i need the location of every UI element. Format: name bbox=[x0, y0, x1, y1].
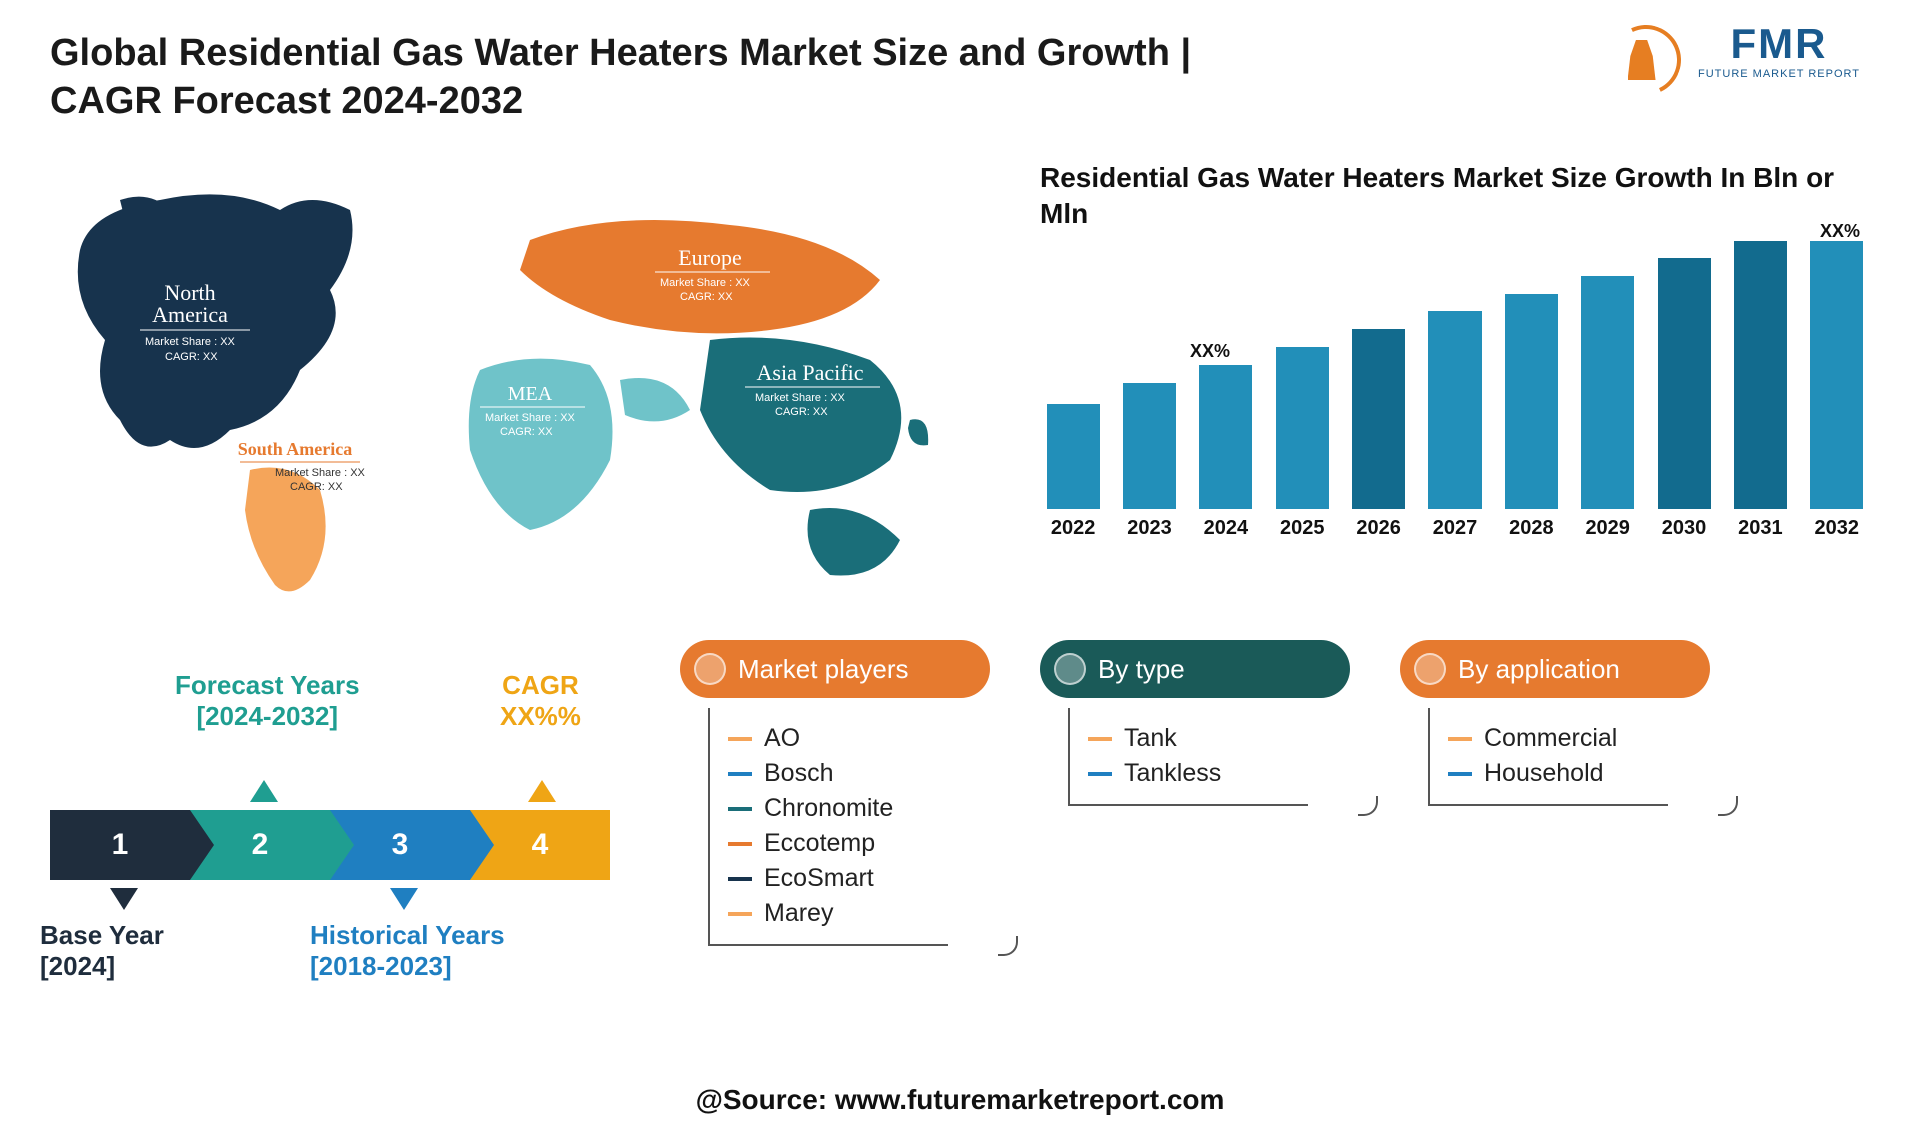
svg-text:Asia Pacific: Asia Pacific bbox=[757, 360, 864, 385]
cat-by-type: By type Tank Tankless bbox=[1040, 640, 1350, 806]
svg-text:Market Share : XX: Market Share : XX bbox=[755, 392, 846, 404]
historical-label: Historical Years[2018-2023] bbox=[310, 920, 505, 982]
svg-text:CAGR: XX: CAGR: XX bbox=[500, 426, 553, 438]
map-mea bbox=[469, 359, 690, 530]
cat-by-application: By application Commercial Household bbox=[1400, 640, 1710, 806]
timeline-step-1: 1 bbox=[50, 810, 190, 880]
bar-2025: 2025 bbox=[1269, 241, 1335, 540]
source-line: @Source: www.futuremarketreport.com bbox=[0, 1084, 1920, 1116]
pointer-down-base bbox=[110, 888, 138, 910]
pointer-down-hist bbox=[390, 888, 418, 910]
item-chronomite: Chronomite bbox=[728, 794, 990, 823]
svg-text:South America: South America bbox=[238, 439, 353, 459]
cagr-label: CAGRXX%% bbox=[500, 670, 581, 732]
item-bosch: Bosch bbox=[728, 759, 990, 788]
svg-text:CAGR: XX: CAGR: XX bbox=[165, 351, 218, 363]
bar-2024: 2024 bbox=[1193, 241, 1259, 540]
svg-text:Europe: Europe bbox=[678, 245, 742, 270]
svg-text:America: America bbox=[152, 302, 228, 327]
bar-2026: 2026 bbox=[1345, 241, 1411, 540]
item-ao: AO bbox=[728, 724, 990, 753]
bar-2030: 2030 bbox=[1651, 241, 1717, 540]
bar-2031: 2031 bbox=[1727, 241, 1793, 540]
bar-2028: 2028 bbox=[1498, 241, 1564, 540]
bar-2032: 2032 bbox=[1804, 241, 1870, 540]
fmr-logo: FMR FUTURE MARKET REPORT bbox=[1606, 20, 1860, 105]
timeline-infographic: Forecast Years[2024-2032] CAGRXX%% 1234 … bbox=[40, 670, 640, 990]
svg-text:CAGR: XX: CAGR: XX bbox=[775, 406, 828, 418]
item-eccotemp: Eccotemp bbox=[728, 829, 990, 858]
world-map: North America Market Share : XX CAGR: XX… bbox=[50, 170, 950, 600]
pill-type: By type bbox=[1040, 640, 1350, 698]
cat-market-players: Market players AO Bosch Chronomite Eccotemp… bbox=[680, 640, 990, 946]
forecast-label: Forecast Years[2024-2032] bbox=[175, 670, 360, 732]
bar-2023: 2023 bbox=[1116, 241, 1182, 540]
svg-text:Market Share : XX: Market Share : XX bbox=[145, 336, 236, 348]
svg-text:Market Share : XX: Market Share : XX bbox=[275, 467, 366, 479]
logo-sub: FUTURE MARKET REPORT bbox=[1698, 68, 1860, 80]
pointer-up-cagr bbox=[528, 780, 556, 802]
chart-title: Residential Gas Water Heaters Market Siz… bbox=[1040, 160, 1870, 233]
item-marey: Marey bbox=[728, 899, 990, 928]
bar-2022: 2022 bbox=[1040, 241, 1106, 540]
growth-bar-chart: Residential Gas Water Heaters Market Siz… bbox=[1040, 160, 1870, 590]
item-ecosmart: EcoSmart bbox=[728, 864, 990, 893]
anno-2032: XX% bbox=[1820, 221, 1860, 242]
svg-text:Market Share : XX: Market Share : XX bbox=[485, 412, 576, 424]
pill-players: Market players bbox=[680, 640, 990, 698]
item-tank: Tank bbox=[1088, 724, 1350, 753]
base-label: Base Year[2024] bbox=[40, 920, 164, 982]
item-commercial: Commercial bbox=[1448, 724, 1710, 753]
svg-text:MEA: MEA bbox=[508, 383, 553, 405]
title-text: Global Residential Gas Water Heaters Mar… bbox=[50, 30, 1250, 125]
item-tankless: Tankless bbox=[1088, 759, 1350, 788]
svg-text:CAGR: XX: CAGR: XX bbox=[680, 291, 733, 303]
logo-main: FMR bbox=[1698, 20, 1860, 68]
bar-2027: 2027 bbox=[1422, 241, 1488, 540]
page-title: Global Residential Gas Water Heaters Mar… bbox=[50, 30, 1250, 125]
pointer-up-forecast bbox=[250, 780, 278, 802]
bar-2029: 2029 bbox=[1575, 241, 1641, 540]
pill-application: By application bbox=[1400, 640, 1710, 698]
svg-text:CAGR: XX: CAGR: XX bbox=[290, 481, 343, 493]
svg-text:Market Share : XX: Market Share : XX bbox=[660, 277, 751, 289]
logo-icon bbox=[1606, 20, 1686, 100]
item-household: Household bbox=[1448, 759, 1710, 788]
